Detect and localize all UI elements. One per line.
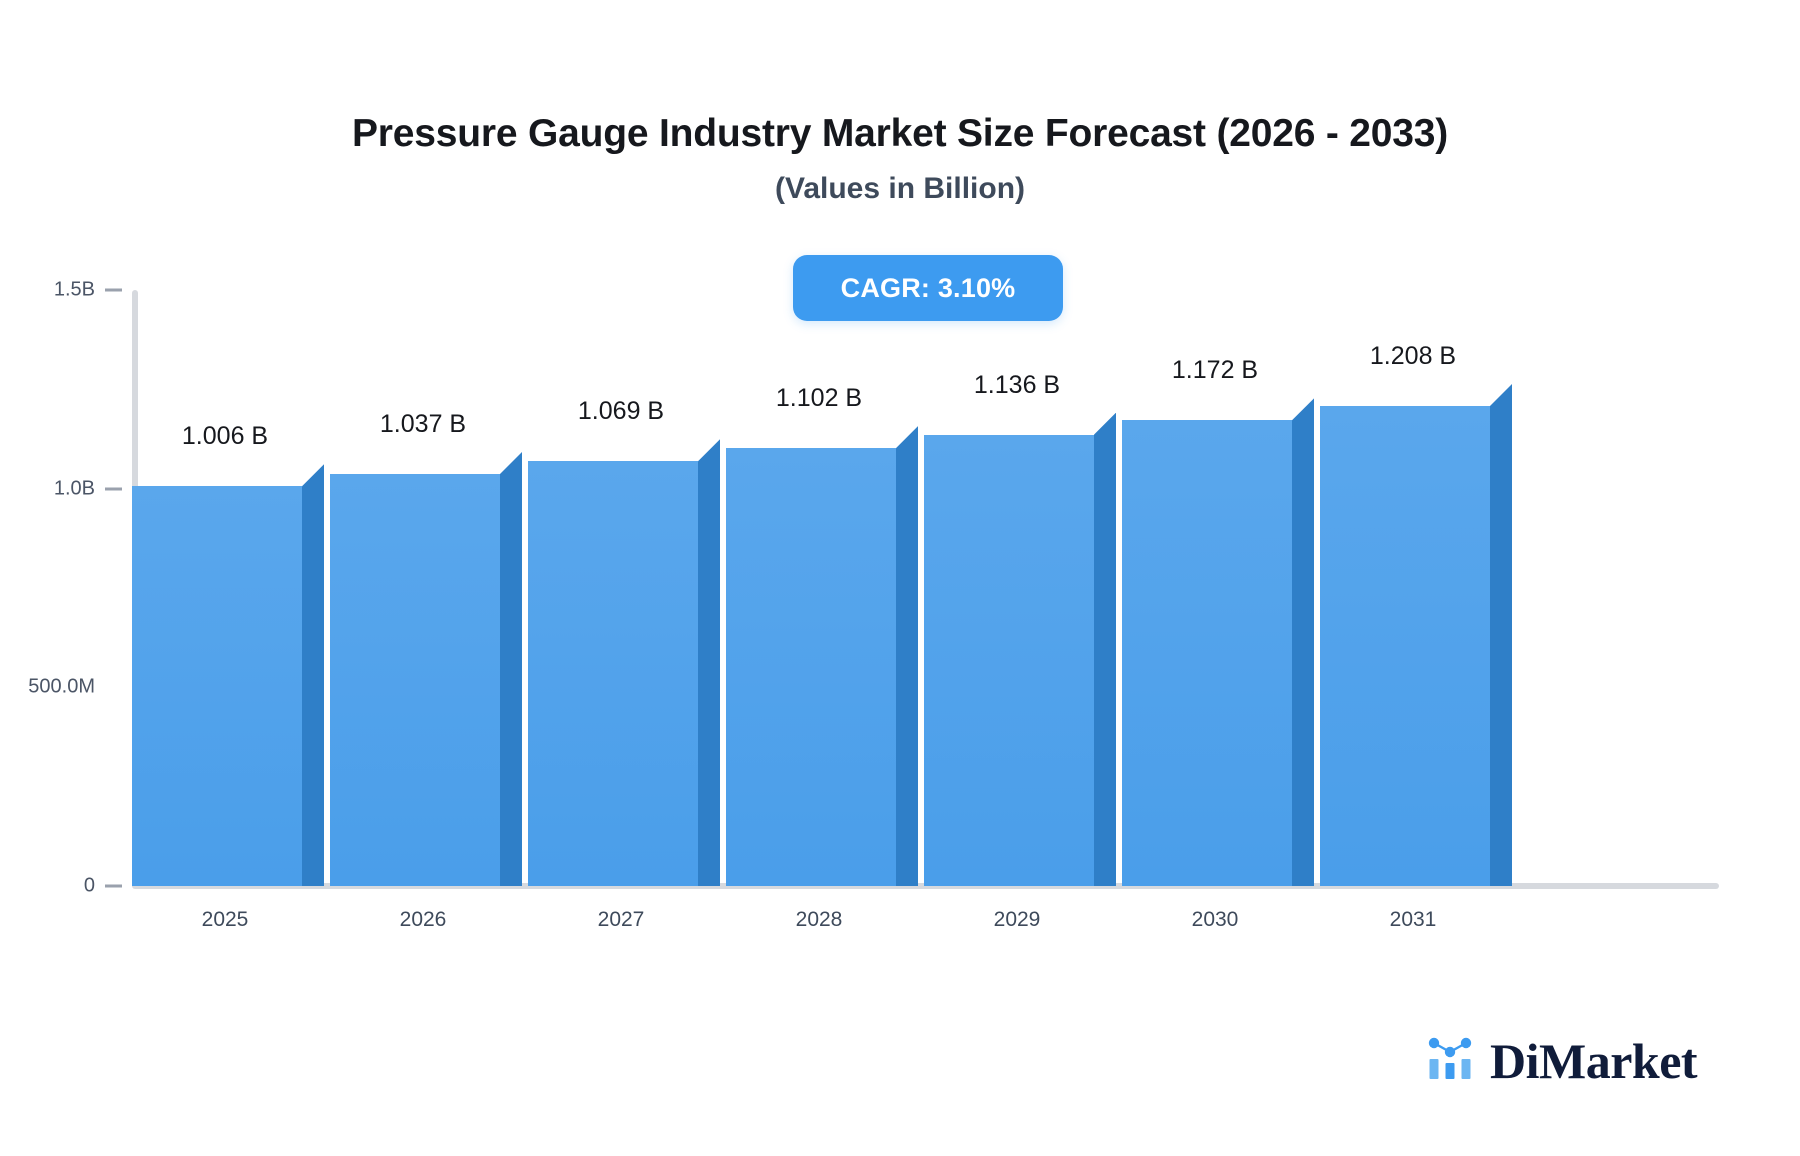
bar-value-label: 1.208 B bbox=[1369, 342, 1457, 371]
y-tick-mark bbox=[105, 884, 122, 888]
bar[interactable] bbox=[330, 473, 500, 886]
chart-title: Pressure Gauge Industry Market Size Fore… bbox=[351, 112, 1449, 155]
y-tick-label: 0 bbox=[83, 874, 95, 897]
bar-value-label: 1.172 B bbox=[1171, 356, 1259, 385]
bar-value-label: 1.102 B bbox=[775, 384, 863, 413]
bar-3d-side bbox=[698, 439, 720, 886]
y-tick-mark bbox=[105, 288, 122, 292]
bar[interactable] bbox=[528, 461, 698, 886]
bar[interactable] bbox=[726, 448, 896, 886]
bar-value-label: 1.006 B bbox=[181, 422, 269, 451]
x-tick-label: 2027 bbox=[597, 908, 645, 931]
bar-3d-side bbox=[302, 464, 324, 886]
x-tick-label: 2025 bbox=[201, 908, 249, 931]
bar[interactable] bbox=[132, 486, 302, 886]
bar-3d-side bbox=[896, 426, 918, 886]
x-tick-label: 2028 bbox=[795, 908, 843, 931]
bar[interactable] bbox=[1320, 406, 1490, 886]
bar[interactable] bbox=[924, 434, 1094, 886]
bar[interactable] bbox=[1122, 420, 1292, 886]
bar-3d-side bbox=[500, 451, 522, 886]
bar-3d-side bbox=[1094, 412, 1116, 886]
x-tick-label: 2030 bbox=[1191, 908, 1239, 931]
bar-3d-side bbox=[1292, 398, 1314, 886]
logo-wordmark: DiMarket bbox=[1490, 1032, 1698, 1089]
x-tick-label: 2029 bbox=[993, 908, 1041, 931]
x-tick-label: 2031 bbox=[1389, 908, 1437, 931]
bar-3d-side bbox=[1490, 384, 1512, 886]
bar-chart-icon bbox=[1424, 1032, 1476, 1089]
dimarket-logo: DiMarket bbox=[1424, 1032, 1698, 1089]
bar-value-label: 1.037 B bbox=[379, 409, 467, 438]
bar-value-label: 1.069 B bbox=[577, 397, 665, 426]
bar-value-label: 1.136 B bbox=[973, 370, 1061, 399]
y-tick-mark bbox=[105, 487, 122, 491]
x-axis-line bbox=[132, 883, 1719, 889]
x-tick-label: 2026 bbox=[399, 908, 447, 931]
cagr-badge-label: CAGR: 3.10% bbox=[840, 272, 1016, 303]
chart-subtitle: (Values in Billion) bbox=[774, 172, 1026, 205]
cagr-badge: CAGR: 3.10% bbox=[793, 255, 1063, 321]
y-tick-label: 500.0M bbox=[28, 675, 95, 698]
y-tick-label: 1.0B bbox=[53, 477, 95, 500]
y-tick-label: 1.5B bbox=[53, 278, 95, 301]
